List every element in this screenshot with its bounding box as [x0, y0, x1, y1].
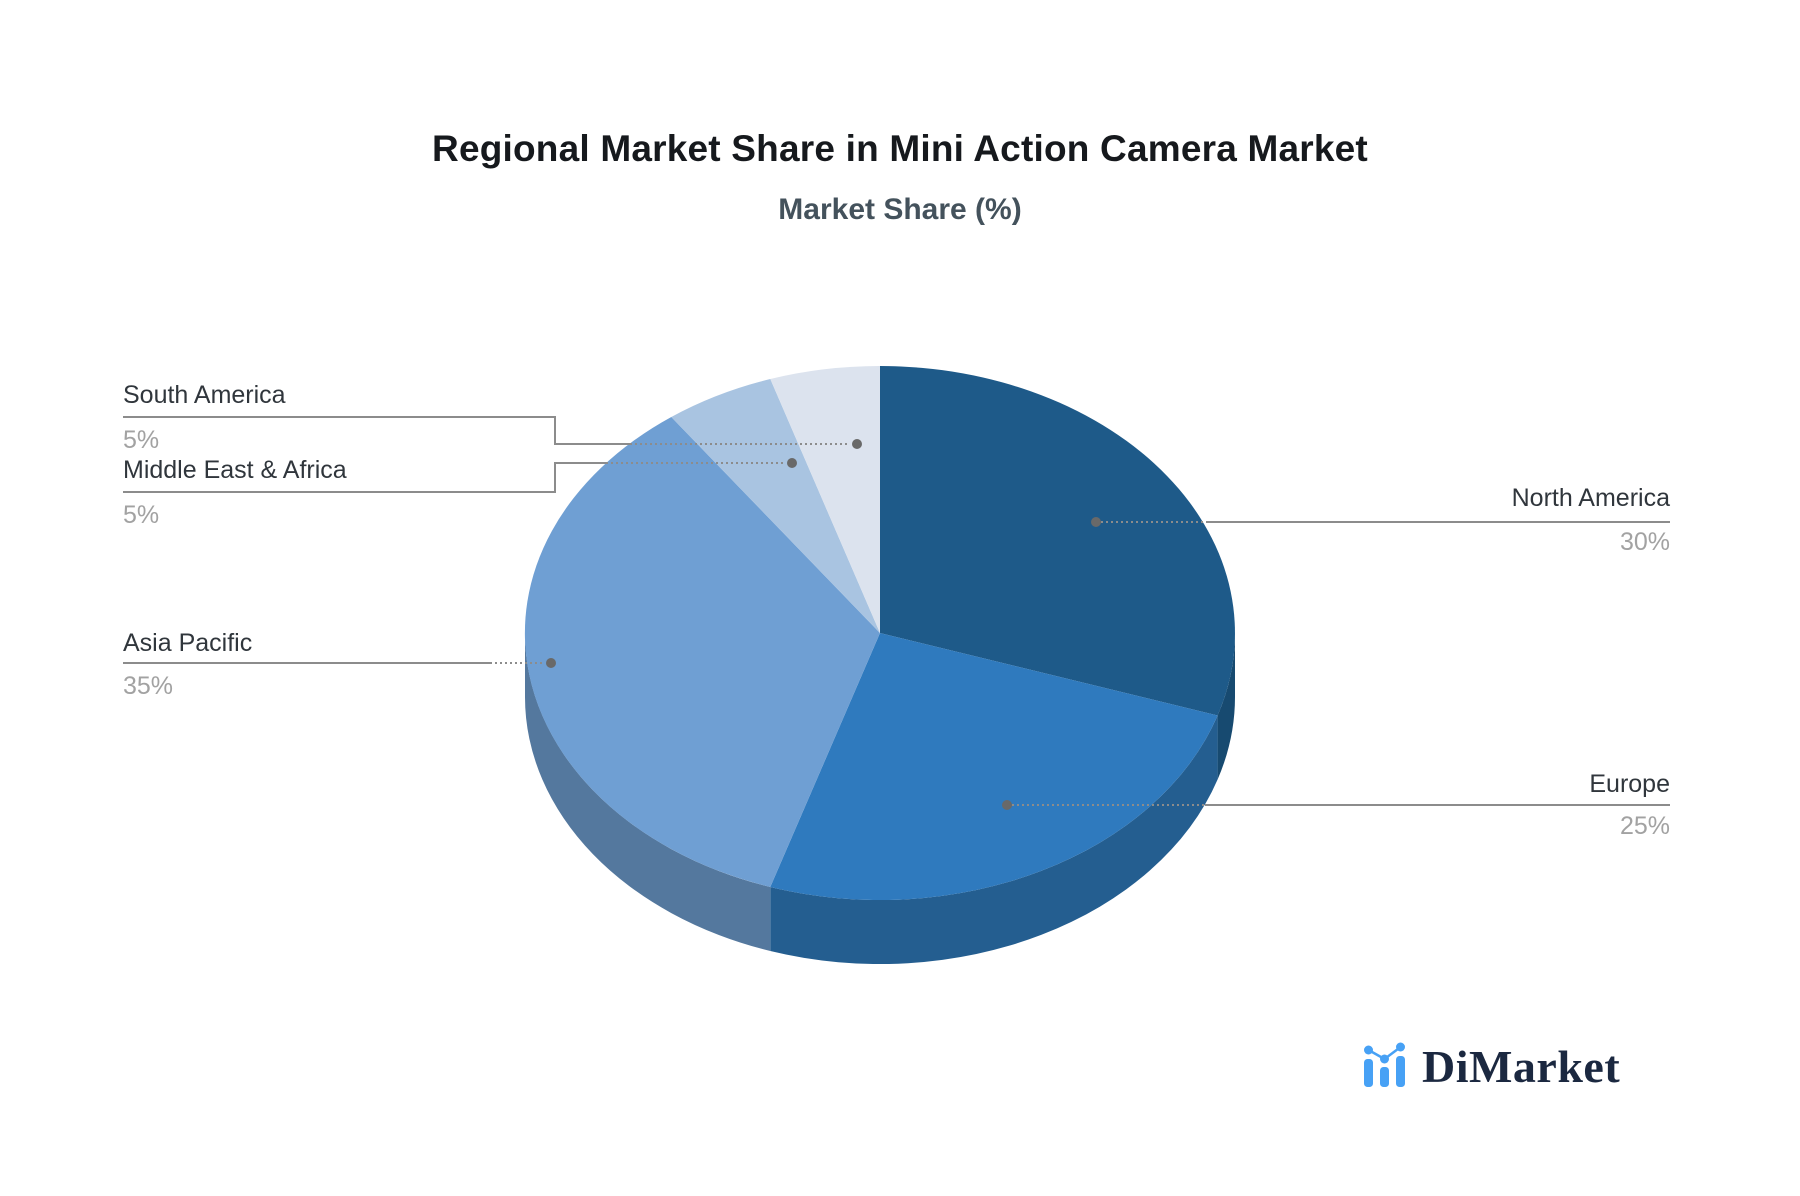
- pct-middle-east-africa: 5%: [123, 501, 160, 529]
- chart-subtitle: Market Share (%): [778, 193, 1022, 226]
- pct-north-america: 30%: [1619, 528, 1670, 556]
- label-europe: Europe: [1589, 770, 1670, 798]
- pie-slice-middle-east-africa[interactable]: [671, 379, 880, 633]
- zigzag-line: [1367, 1046, 1402, 1061]
- pie-side-asia-pacific: [525, 633, 771, 951]
- dot-europe: [1002, 800, 1012, 810]
- callout-dots: [546, 439, 1101, 810]
- connector-middle-east-africa: [123, 462, 606, 493]
- pie-slice-europe[interactable]: [770, 633, 1218, 901]
- bar-chart-icon: [1364, 1042, 1405, 1087]
- connector-south-america: [123, 416, 630, 445]
- callout-lines: [123, 416, 1670, 806]
- label-asia-pacific: Asia Pacific: [123, 629, 253, 657]
- pie-slice-north-america[interactable]: [880, 366, 1235, 716]
- pct-south-america: 5%: [123, 426, 160, 454]
- pie-slice-asia-pacific[interactable]: [524, 417, 880, 887]
- label-south-america: South America: [123, 381, 286, 409]
- brand-logo: DiMarket: [1362, 1038, 1620, 1094]
- dot-south-america: [852, 439, 862, 449]
- label-middle-east-africa: Middle East & Africa: [123, 456, 347, 484]
- chart-title: Regional Market Share in Mini Action Cam…: [432, 128, 1368, 169]
- dot-asia-pacific: [546, 658, 556, 668]
- pie-slice-south-america[interactable]: [770, 365, 880, 633]
- pct-europe: 25%: [1619, 812, 1670, 840]
- label-north-america: North America: [1511, 484, 1670, 512]
- pct-asia-pacific: 35%: [123, 672, 174, 700]
- pie-side-north-america: [1217, 633, 1235, 780]
- pie-side-europe: [770, 715, 1218, 965]
- brand-wordmark: DiMarket: [1422, 1040, 1621, 1092]
- dot-north-america: [1091, 517, 1101, 527]
- dot-middle-east-africa: [787, 458, 797, 468]
